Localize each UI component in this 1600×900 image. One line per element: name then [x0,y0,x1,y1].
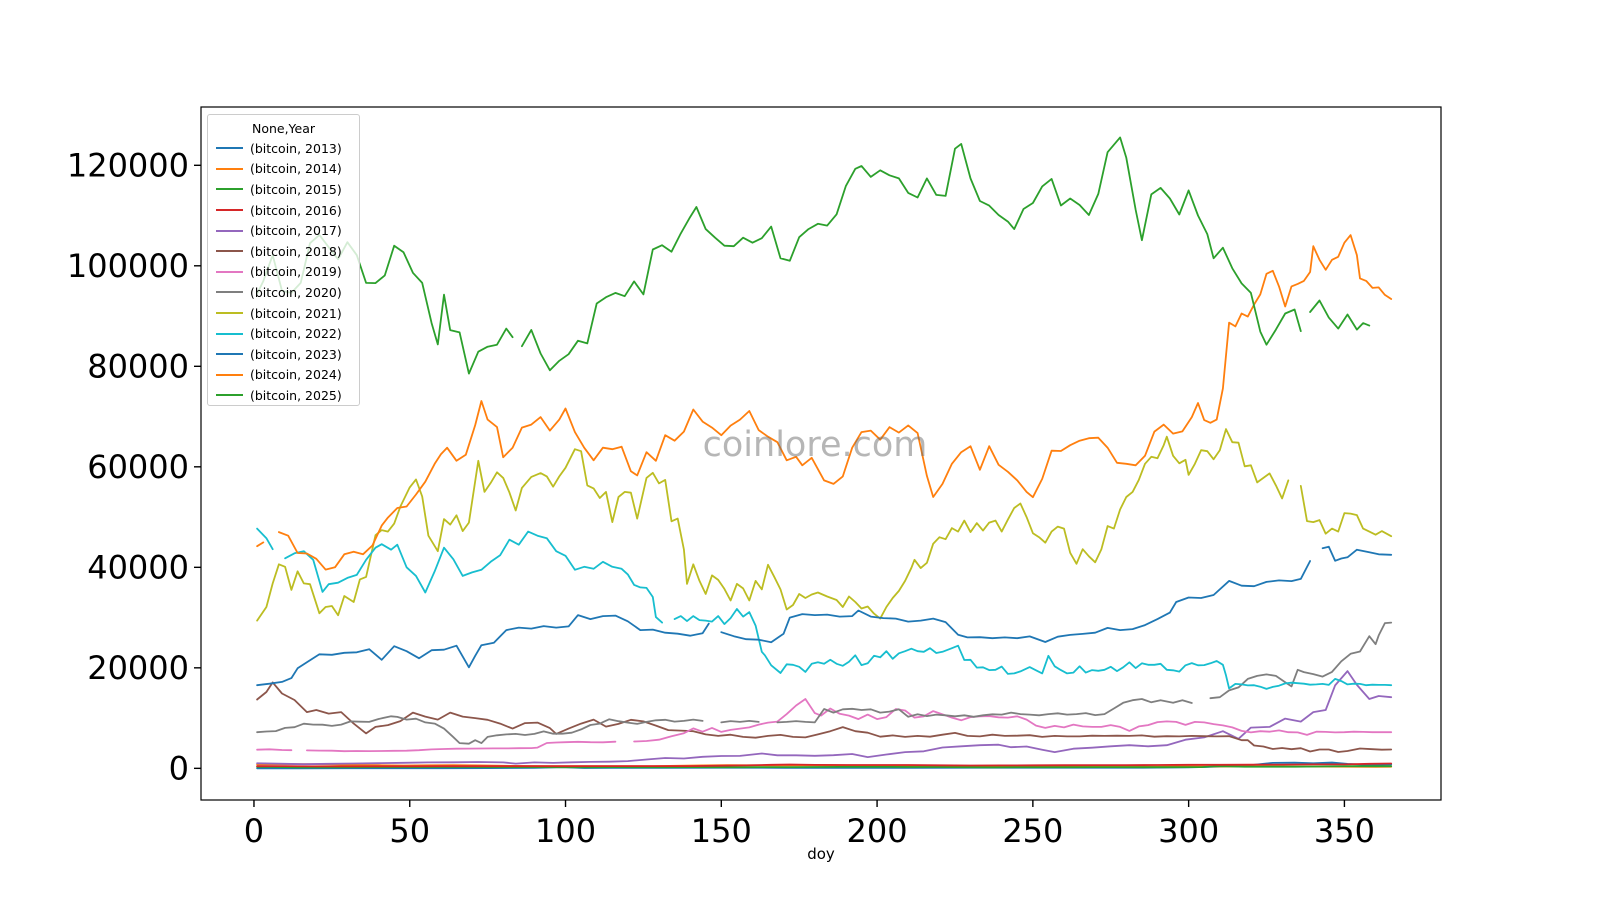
y-tick-label: 0 [169,749,189,787]
legend-swatch [216,167,243,170]
legend-item-label: (bitcoin, 2023) [250,346,342,362]
series-line-2022 [256,527,1393,690]
legend-item-2017: (bitcoin, 2017) [208,220,359,241]
x-tick-label: 50 [389,812,430,850]
legend-item-2023: (bitcoin, 2023) [208,344,359,365]
legend-item-label: (bitcoin, 2013) [250,140,342,156]
legend-swatch [216,270,243,273]
x-tick-label: 0 [244,812,264,850]
series-line-2025 [256,136,1371,375]
legend-swatch [216,250,243,253]
legend-item-2020: (bitcoin, 2020) [208,282,359,303]
legend-swatch [216,291,243,294]
legend-item-label: (bitcoin, 2019) [250,264,342,280]
x-axis-title: doy [807,845,835,863]
legend-swatch [216,312,243,315]
y-tick-label: 20000 [87,649,189,687]
x-tick-label: 300 [1158,812,1219,850]
watermark: coinlore.com [703,425,928,465]
legend-item-2022: (bitcoin, 2022) [208,323,359,344]
x-tick-label: 250 [1002,812,1063,850]
legend-item-label: (bitcoin, 2025) [250,387,342,403]
series-line-2023 [256,545,1393,687]
legend-item-2015: (bitcoin, 2015) [208,179,359,200]
legend-item-label: (bitcoin, 2021) [250,305,342,321]
series-line-2019 [256,698,1393,753]
legend-swatch [216,394,243,397]
y-tick-label: 60000 [87,448,189,486]
legend: None,Year (bitcoin, 2013) (bitcoin, 2014)… [207,114,360,406]
legend-item-label: (bitcoin, 2024) [250,367,342,383]
legend-item-2014: (bitcoin, 2014) [208,159,359,180]
y-tick-label: 80000 [87,347,189,385]
series-line-2017 [256,670,1393,766]
x-tick-label: 350 [1314,812,1375,850]
legend-item-2018: (bitcoin, 2018) [208,241,359,262]
legend-item-label: (bitcoin, 2014) [250,161,342,177]
x-tick-label: 100 [535,812,596,850]
legend-item-2019: (bitcoin, 2019) [208,262,359,283]
legend-items: (bitcoin, 2013) (bitcoin, 2014) (bitcoin, … [208,138,359,406]
legend-item-label: (bitcoin, 2018) [250,243,342,259]
y-tick-label: 100000 [67,247,189,285]
series-line-2021 [256,428,1393,622]
legend-swatch [216,209,243,212]
plot-frame [200,106,1442,801]
legend-item-2025: (bitcoin, 2025) [208,385,359,406]
series-line-2016 [256,762,1393,768]
x-tick-label: 150 [691,812,752,850]
series-line-2018 [256,681,1393,753]
y-tick-label: 40000 [87,548,189,586]
legend-swatch [216,373,243,376]
legend-item-2024: (bitcoin, 2024) [208,365,359,386]
legend-swatch [216,229,243,232]
legend-swatch [216,188,243,191]
legend-item-2021: (bitcoin, 2021) [208,303,359,324]
x-tick-label: 200 [847,812,908,850]
legend-swatch [216,353,243,356]
y-tick-label: 120000 [67,146,189,184]
legend-item-label: (bitcoin, 2022) [250,326,342,342]
legend-swatch [216,332,243,335]
legend-swatch [216,147,243,150]
series-line-2020 [256,621,1393,745]
legend-item-2016: (bitcoin, 2016) [208,200,359,221]
legend-title: None,Year [251,121,316,136]
legend-item-label: (bitcoin, 2017) [250,223,342,239]
legend-item-label: (bitcoin, 2020) [250,284,342,300]
legend-item-label: (bitcoin, 2016) [250,202,342,218]
series-line-2024 [256,234,1393,571]
legend-item-2013: (bitcoin, 2013) [208,138,359,159]
legend-item-label: (bitcoin, 2015) [250,181,342,197]
